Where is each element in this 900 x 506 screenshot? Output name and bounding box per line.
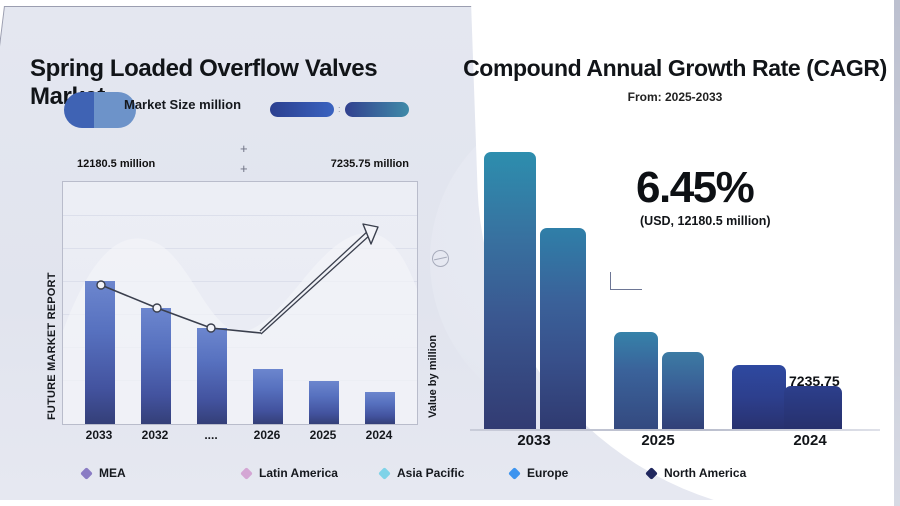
bar-2032 (141, 308, 171, 424)
brand-logo-icon (64, 92, 136, 128)
legend-label: MEA (99, 466, 126, 480)
bar-2033-primary (484, 152, 536, 430)
legend-item-europe[interactable]: Europe (508, 466, 569, 480)
x-label: 2025 (309, 428, 337, 442)
bar-2024-secondary (784, 386, 842, 430)
gridline (63, 248, 417, 249)
legend-item-mea[interactable]: MEA (80, 466, 126, 480)
left-chart-trend-line (96, 223, 379, 335)
bar-2033-secondary (540, 228, 586, 430)
background-right-edge (894, 0, 900, 506)
right-bar-chart (462, 150, 882, 430)
x-label: 2033 (517, 432, 551, 449)
legend-diamond-icon (508, 466, 521, 480)
bar-2033 (85, 281, 115, 424)
right-chart-x-labels: 2033 2025 2024 (462, 432, 882, 456)
legend-label: Europe (527, 466, 569, 480)
value-axis-title: Value by million (427, 334, 439, 418)
bar-2025-secondary (662, 352, 704, 430)
x-label: 2032 (141, 428, 169, 442)
bar-2024-primary (732, 365, 786, 430)
bar-ellipsis (197, 328, 227, 424)
legend-item-north-america[interactable]: North America (645, 466, 747, 480)
corner-bracket-decoration (610, 272, 642, 290)
x-label: 2025 (641, 432, 675, 449)
right-panel-title: Compound Annual Growth Rate (CAGR) (463, 55, 887, 81)
gridline (63, 314, 417, 315)
legend-item-latin-america[interactable]: Latin America (240, 466, 338, 480)
x-label: 2033 (85, 428, 113, 442)
left-bar-chart: 12180.5 million 7235.75 million (62, 158, 418, 425)
cagr-value: 6.45% (636, 163, 755, 212)
legend-label: Asia Pacific (397, 466, 465, 480)
legend-diamond-icon (240, 466, 253, 480)
left-chart-high-value: 12180.5 million (77, 158, 156, 170)
left-panel-title: Spring Loaded Overflow Valves Market (30, 55, 378, 110)
right-panel-subtitle: From: 2025-2033 (627, 90, 723, 104)
left-chart-bars (63, 182, 417, 424)
bar-2026 (253, 369, 283, 424)
legend-pill-primary (270, 102, 334, 117)
legend-diamond-icon (378, 466, 391, 480)
plus-decoration-icon: + (240, 141, 248, 156)
logo-right-shape (94, 92, 136, 128)
plus-decoration-icon: + (240, 161, 248, 176)
gridline (63, 215, 417, 216)
x-label: .... (204, 428, 218, 442)
legend-item-asia-pacific[interactable]: Asia Pacific (378, 466, 465, 480)
legend-label: North America (664, 466, 747, 480)
bar-2024 (365, 392, 395, 424)
x-label: 2024 (793, 432, 827, 449)
right-chart-baseline (470, 429, 880, 431)
legend-diamond-icon (645, 466, 658, 480)
left-chart-axis-title: FUTURE MARKET REPORT (46, 272, 58, 420)
bar-data-label: 7235.75 (789, 373, 840, 389)
gridline (63, 281, 417, 282)
legend: MEA Latin America Asia Pacific Europe No… (80, 466, 782, 488)
bar-2025-primary (614, 332, 658, 430)
legend-label: Latin America (259, 466, 338, 480)
bar-2025 (309, 381, 339, 424)
left-chart-low-value: 7235.75 million (330, 158, 409, 170)
pill-separator: : (338, 104, 341, 114)
legend-pill-secondary (345, 102, 409, 117)
legend-diamond-icon (80, 466, 93, 480)
x-label: 2026 (253, 428, 281, 442)
circle-slash-icon (432, 250, 449, 267)
cagr-note: (USD, 12180.5 million) (640, 214, 771, 228)
x-label: 2024 (365, 428, 393, 442)
market-size-label: Market Size million (124, 97, 242, 112)
left-chart-x-labels: 2033 2032 .... 2026 2025 2024 (62, 428, 418, 448)
